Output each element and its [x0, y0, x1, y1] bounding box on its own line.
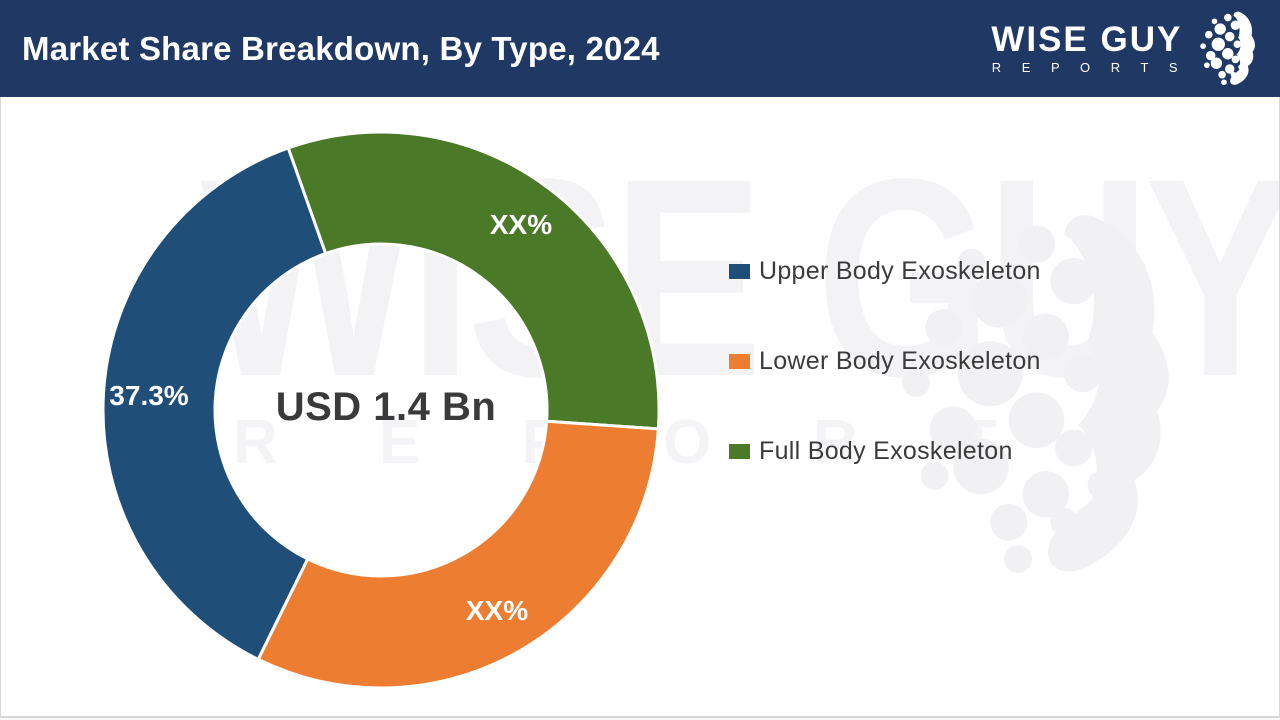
watermark-face-icon: [902, 215, 1169, 574]
legend-item: Full Body Exoskeleton: [729, 435, 1041, 467]
segment-label: 37.3%: [109, 380, 189, 411]
wise-guy-logo: WISE GUY R E P O R T S: [988, 10, 1256, 88]
legend: Upper Body Exoskeleton Lower Body Exoskel…: [729, 255, 1041, 525]
legend-item: Lower Body Exoskeleton: [729, 345, 1041, 377]
donut-chart: [101, 130, 661, 690]
donut-center-value: USD 1.4 Bn: [275, 385, 497, 429]
logo-subtitle: R E P O R T S: [991, 60, 1186, 75]
donut-segment: [256, 419, 660, 690]
legend-label: Lower Body Exoskeleton: [759, 346, 1041, 375]
logo-face-icon: [1200, 11, 1255, 85]
header: Market Share Breakdown, By Type, 2024 WI…: [0, 0, 1280, 97]
donut-segment: [286, 130, 661, 431]
segment-label: XX%: [465, 595, 529, 626]
chart-area: WISE GUY R E P O R T S USD 1.4 Bn Upper …: [0, 97, 1280, 716]
legend-swatch: [729, 443, 750, 459]
page-title: Market Share Breakdown, By Type, 2024: [22, 29, 660, 67]
legend-label: Full Body Exoskeleton: [759, 436, 1013, 465]
bottom-padding: [0, 718, 1280, 720]
legend-swatch: [729, 263, 750, 279]
logo-text: WISE GUY R E P O R T S: [988, 22, 1186, 75]
legend-item: Upper Body Exoskeleton: [729, 255, 1041, 287]
logo-wordmark: WISE GUY: [991, 20, 1183, 59]
bottom-border: [0, 716, 1280, 718]
legend-swatch: [729, 353, 750, 369]
donut-segment: [101, 146, 328, 661]
legend-label: Upper Body Exoskeleton: [759, 256, 1041, 285]
segment-label: XX%: [489, 209, 553, 240]
